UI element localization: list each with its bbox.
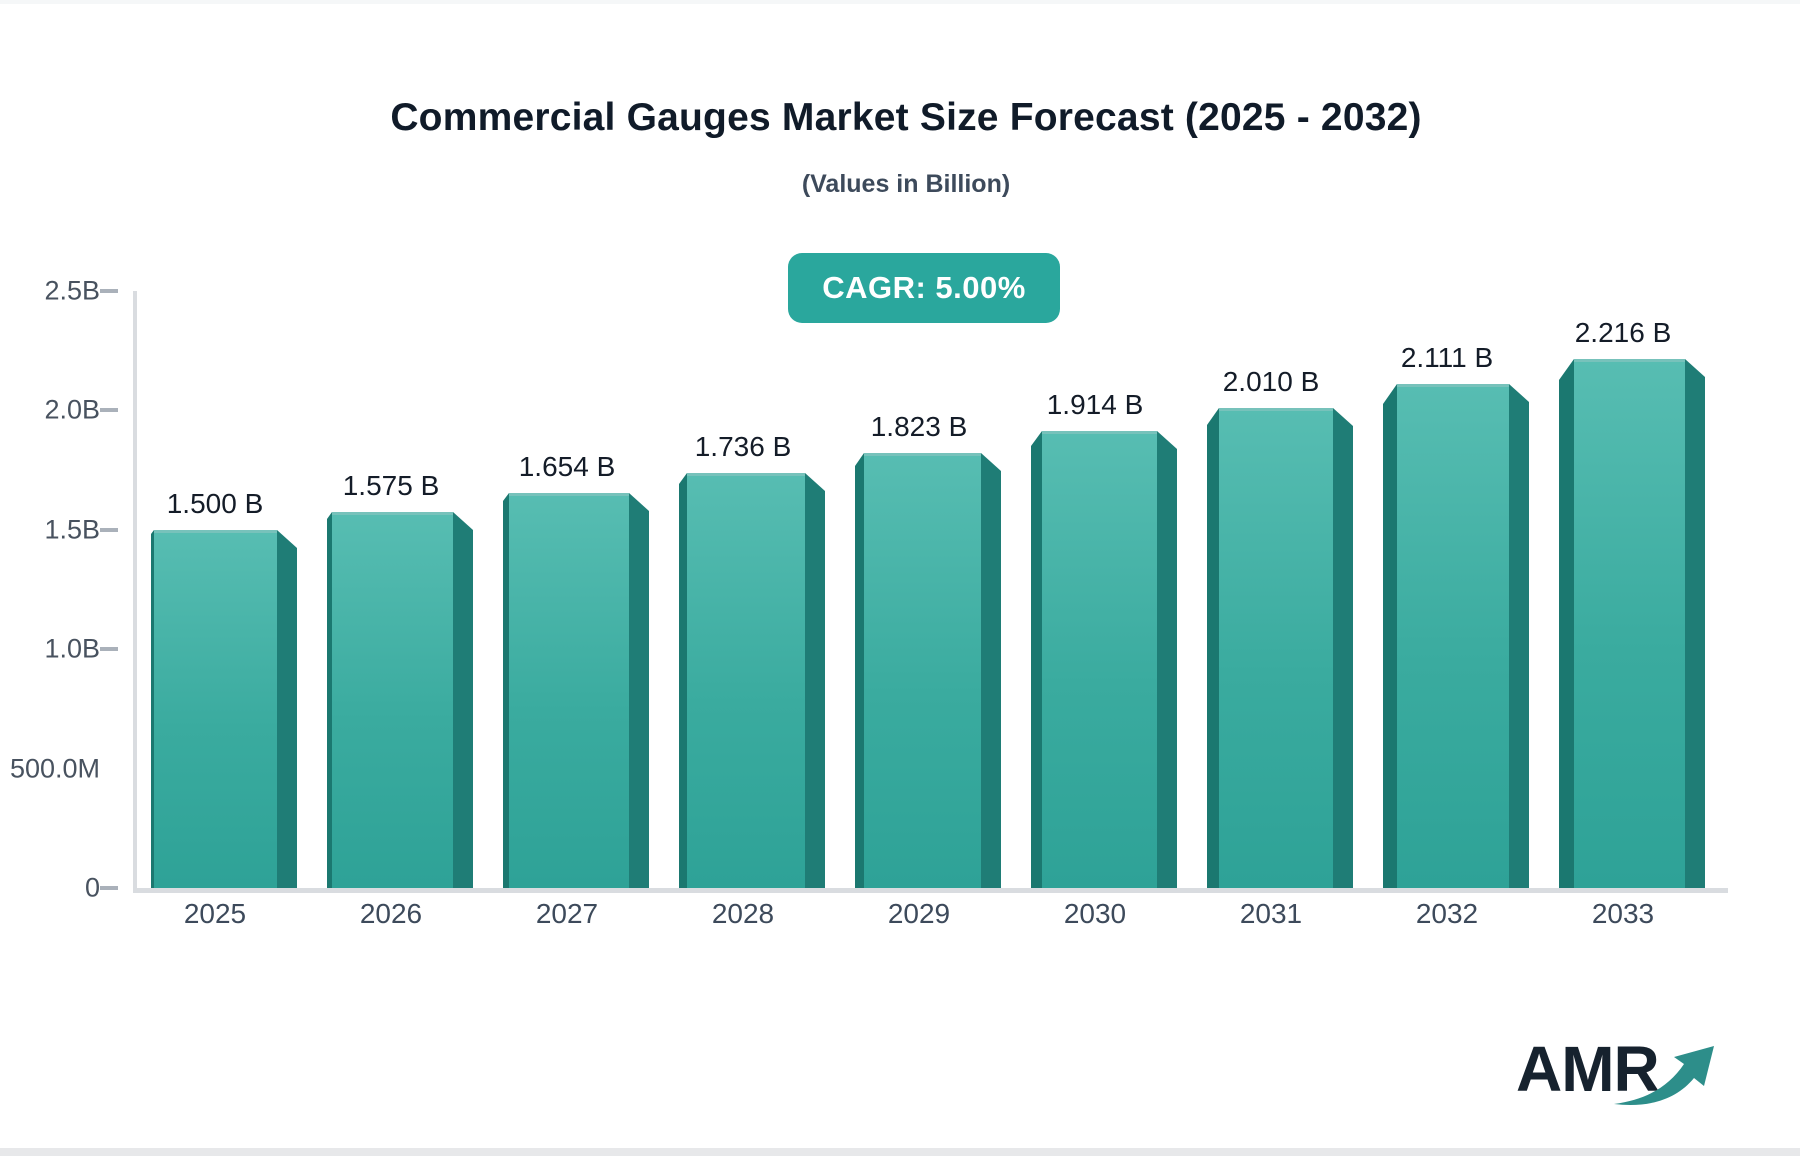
ytick-dash	[100, 527, 118, 532]
bar-2033[interactable]	[1559, 359, 1705, 888]
bar-left-side	[327, 512, 332, 888]
bar-2031[interactable]	[1207, 408, 1353, 888]
bar-value-label-2026: 1.575 B	[342, 470, 440, 501]
amr-logo: AMR	[1516, 1026, 1726, 1116]
bar-left-side	[1207, 408, 1219, 888]
bar-left-side	[1031, 431, 1042, 888]
bar-value-label-2028: 1.736 B	[694, 431, 792, 462]
bar-face	[687, 473, 805, 888]
ytick-label-1.0B: 1.0B	[44, 633, 100, 664]
bar-2027[interactable]	[503, 493, 649, 888]
bar-right-side	[981, 453, 1001, 888]
bar-2030[interactable]	[1031, 431, 1177, 888]
bar-face	[1219, 408, 1333, 888]
cagr-badge-label: CAGR: 5.00%	[822, 270, 1026, 305]
bar-left-side	[1559, 359, 1574, 888]
bar-face	[332, 512, 453, 888]
ytick-label-500.0M: 500.0M	[9, 753, 100, 784]
bar-left-side	[503, 493, 509, 888]
bar-value-label-2025: 1.500 B	[166, 488, 264, 519]
bar-left-side	[679, 473, 687, 888]
xtick-label-2026: 2026	[359, 898, 423, 929]
bar-value-label-2030: 1.914 B	[1046, 389, 1144, 420]
ytick-dash	[100, 289, 118, 293]
bar-2026[interactable]	[327, 512, 473, 888]
bar-face	[154, 530, 277, 888]
bar-right-side	[277, 530, 297, 888]
bar-right-side	[453, 512, 473, 888]
bar-right-side	[1685, 359, 1705, 888]
bar-2029[interactable]	[855, 453, 1001, 888]
bar-value-label-2033: 2.216 B	[1574, 317, 1672, 348]
x-axis-line	[133, 888, 1728, 893]
xtick-label-2028: 2028	[711, 898, 775, 929]
bar-face	[864, 453, 981, 888]
chart-subtitle: (Values in Billion)	[801, 170, 1011, 198]
xtick-label-2025: 2025	[183, 898, 247, 929]
page-top-edge	[0, 0, 1800, 4]
ytick-label-0: 0	[84, 872, 100, 903]
bar-left-side	[151, 530, 154, 888]
bar-face	[1574, 359, 1685, 888]
bar-left-side	[855, 453, 864, 888]
bar-left-side	[1383, 384, 1397, 888]
xtick-label-2030: 2030	[1063, 898, 1127, 929]
cagr-badge: CAGR: 5.00%	[788, 253, 1060, 323]
xtick-label-2032: 2032	[1415, 898, 1479, 929]
bar-right-side	[1333, 408, 1353, 888]
xtick-label-2031: 2031	[1239, 898, 1303, 929]
xtick-label-2027: 2027	[535, 898, 599, 929]
bar-right-side	[805, 473, 825, 888]
bar-right-side	[629, 493, 649, 888]
xtick-label-2033: 2033	[1591, 898, 1655, 929]
ytick-label-2.0B: 2.0B	[44, 394, 100, 425]
page-bottom-edge	[0, 1148, 1800, 1156]
bar-value-label-2029: 1.823 B	[870, 411, 968, 442]
chart-title: Commercial Gauges Market Size Forecast (…	[390, 96, 1422, 139]
xtick-label-2029: 2029	[887, 898, 951, 929]
bar-2025[interactable]	[151, 530, 297, 888]
ytick-dash	[100, 647, 118, 652]
bar-value-label-2031: 2.010 B	[1222, 366, 1320, 397]
ytick-dash	[100, 408, 118, 413]
bar-face	[1042, 431, 1157, 888]
y-axis-line	[133, 291, 137, 891]
bar-right-side	[1157, 431, 1177, 888]
amr-logo-arrow-icon	[1614, 1046, 1714, 1105]
bar-2032[interactable]	[1383, 384, 1529, 888]
bar-value-label-2027: 1.654 B	[518, 451, 616, 482]
bar-value-label-2032: 2.111 B	[1400, 342, 1494, 373]
bar-right-side	[1509, 384, 1529, 888]
bar-face	[1397, 384, 1509, 888]
bar-2028[interactable]	[679, 473, 825, 888]
amr-logo-text: AMR	[1516, 1033, 1660, 1105]
ytick-label-2.5B: 2.5B	[44, 275, 100, 306]
bar-face	[509, 493, 629, 888]
ytick-label-1.5B: 1.5B	[44, 514, 100, 545]
ytick-dash	[100, 886, 118, 890]
